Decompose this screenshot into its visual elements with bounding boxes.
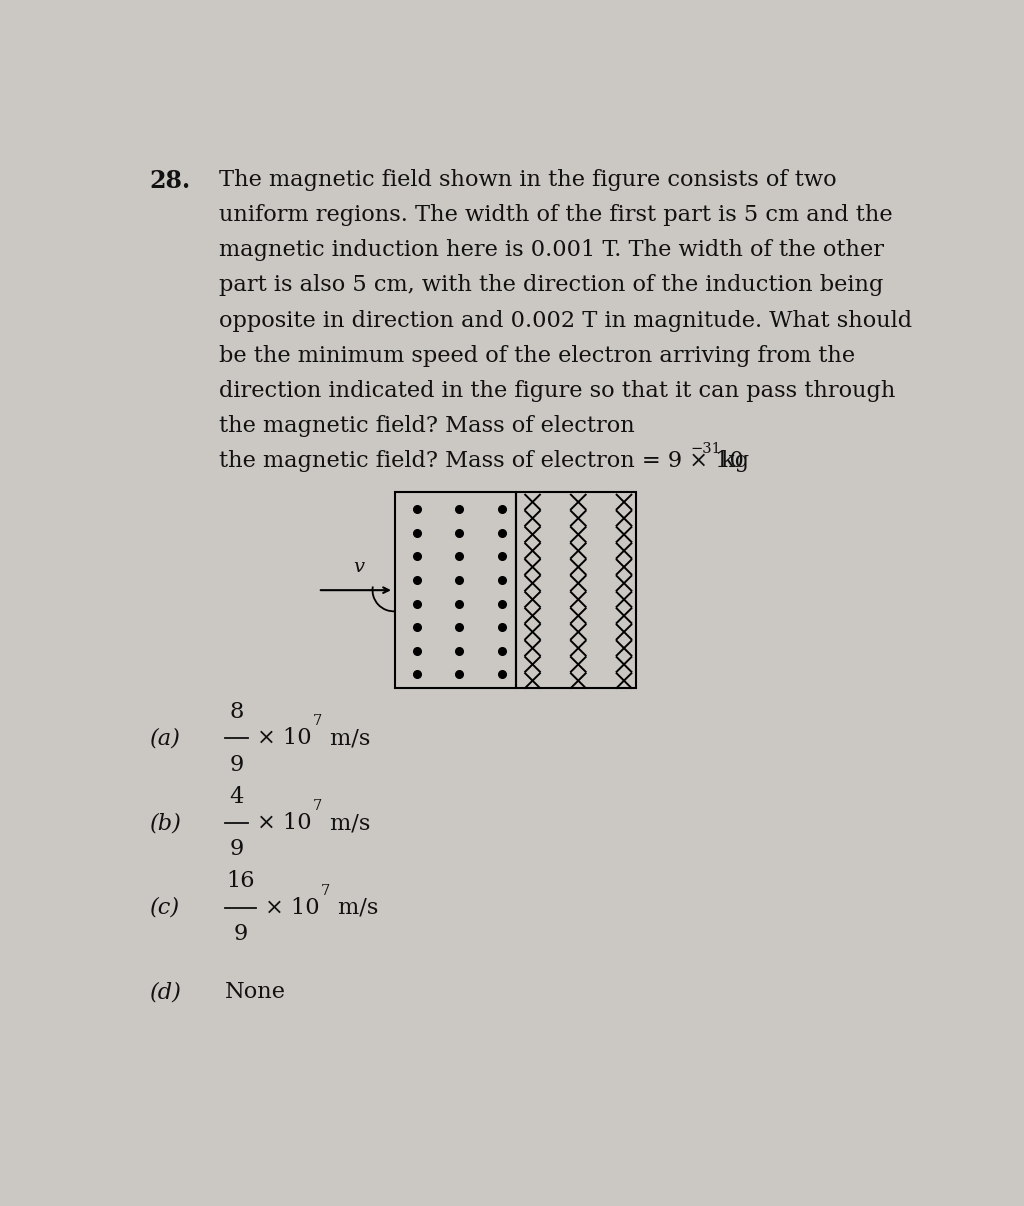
Text: 7: 7 [313, 714, 323, 728]
Text: 7: 7 [313, 800, 323, 813]
Text: −31: −31 [690, 441, 721, 456]
Text: kg: kg [714, 450, 749, 472]
Text: opposite in direction and 0.002 T in magnitude. What should: opposite in direction and 0.002 T in mag… [219, 310, 912, 332]
Text: 9: 9 [229, 754, 244, 775]
Text: × 10: × 10 [257, 812, 312, 835]
Text: (a): (a) [150, 727, 180, 749]
Text: magnetic induction here is 0.001 T. The width of the other: magnetic induction here is 0.001 T. The … [219, 240, 885, 262]
Text: m/s: m/s [331, 897, 379, 919]
Text: 9: 9 [229, 838, 244, 861]
Text: (c): (c) [150, 897, 180, 919]
Text: the magnetic field? Mass of electron: the magnetic field? Mass of electron [219, 415, 635, 437]
Text: 16: 16 [226, 871, 255, 892]
Text: The magnetic field shown in the figure consists of two: The magnetic field shown in the figure c… [219, 169, 837, 192]
Text: (d): (d) [150, 982, 181, 1003]
Text: m/s: m/s [324, 812, 371, 835]
Text: uniform regions. The width of the first part is 5 cm and the: uniform regions. The width of the first … [219, 204, 893, 227]
Text: the magnetic field? Mass of electron = 9 × 10: the magnetic field? Mass of electron = 9… [219, 450, 744, 472]
Text: part is also 5 cm, with the direction of the induction being: part is also 5 cm, with the direction of… [219, 275, 884, 297]
Text: 8: 8 [229, 701, 244, 722]
Text: 7: 7 [321, 884, 330, 897]
Text: m/s: m/s [324, 727, 371, 749]
Text: direction indicated in the figure so that it can pass through: direction indicated in the figure so tha… [219, 380, 896, 402]
Text: (b): (b) [150, 812, 181, 835]
Bar [515, 492, 636, 689]
Text: × 10: × 10 [257, 727, 312, 749]
Text: v: v [353, 558, 365, 575]
Text: None: None [225, 982, 286, 1003]
Text: 28.: 28. [150, 169, 190, 193]
Bar [395, 492, 515, 689]
Text: × 10: × 10 [265, 897, 319, 919]
Text: 4: 4 [229, 785, 244, 808]
Text: be the minimum speed of the electron arriving from the: be the minimum speed of the electron arr… [219, 345, 856, 367]
Text: 9: 9 [233, 923, 248, 946]
